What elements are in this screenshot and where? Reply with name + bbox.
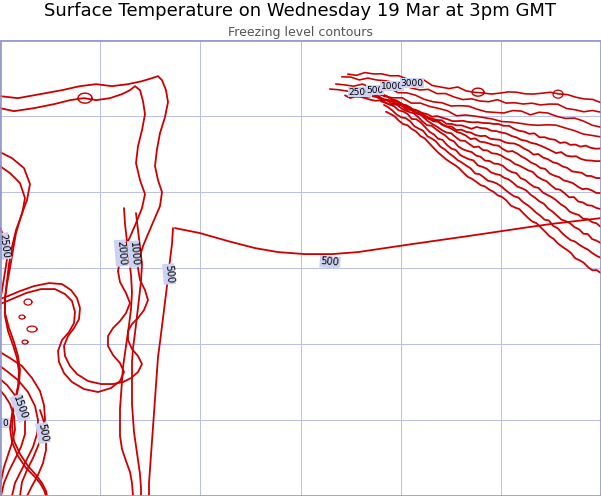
Text: 2500: 2500: [0, 233, 11, 259]
Text: 3000: 3000: [400, 79, 424, 88]
Text: 1000: 1000: [128, 242, 140, 267]
Text: 500: 500: [367, 86, 383, 95]
Text: 500: 500: [320, 256, 340, 268]
Text: Surface Temperature on Wednesday 19 Mar at 3pm GMT: Surface Temperature on Wednesday 19 Mar …: [44, 2, 557, 20]
Text: 2000: 2000: [115, 241, 127, 266]
Text: 1500: 1500: [11, 395, 29, 421]
Text: 0: 0: [2, 419, 8, 428]
Text: Freezing level contours: Freezing level contours: [228, 26, 373, 40]
Text: 500: 500: [163, 264, 175, 284]
Text: 500: 500: [37, 423, 49, 443]
Text: 2500: 2500: [349, 88, 371, 97]
Text: 1000: 1000: [380, 82, 403, 91]
